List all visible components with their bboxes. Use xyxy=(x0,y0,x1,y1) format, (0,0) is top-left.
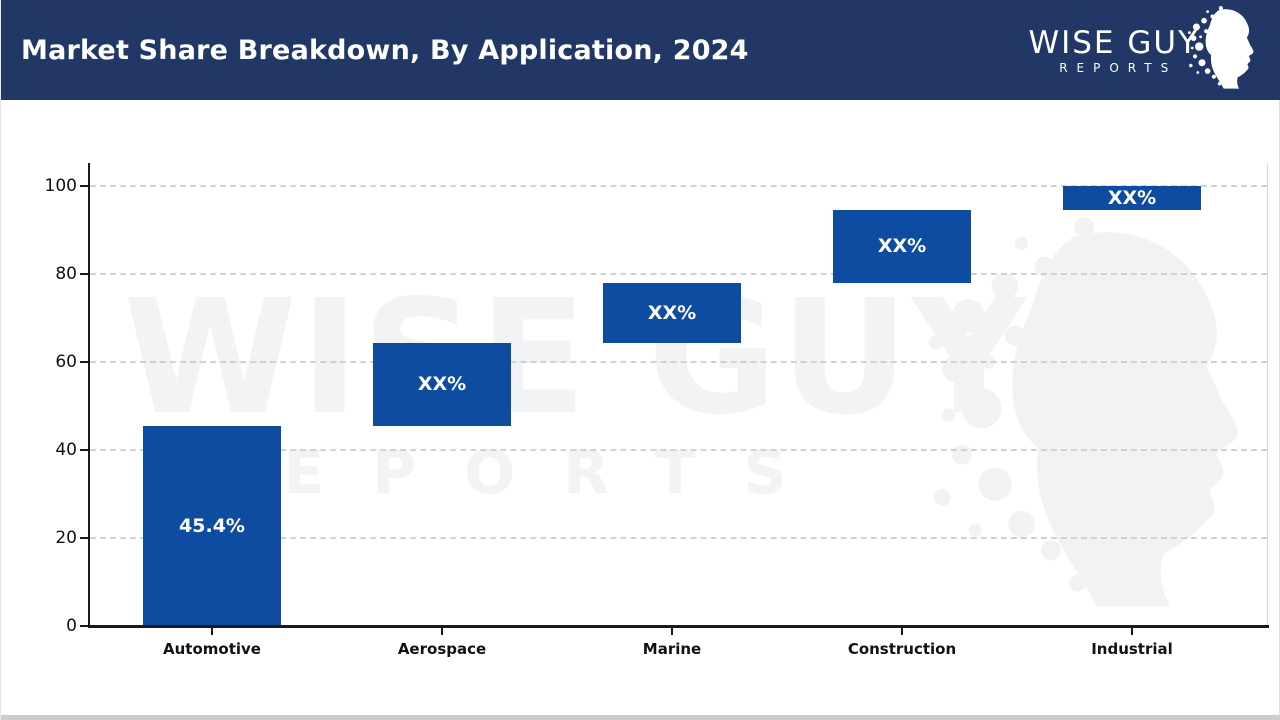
header-bar: Market Share Breakdown, By Application, … xyxy=(1,0,1280,100)
x-axis-line xyxy=(88,625,1269,628)
watermark-head-icon xyxy=(929,217,1238,607)
y-tick-label: 100 xyxy=(44,176,77,196)
bar-value-label: XX% xyxy=(647,301,697,324)
y-tick-label: 0 xyxy=(66,616,77,636)
y-tick-mark xyxy=(80,449,88,451)
y-axis-line xyxy=(88,163,90,627)
y-tick-label: 80 xyxy=(55,264,77,284)
x-tick-mark xyxy=(671,628,673,635)
y-tick-mark xyxy=(80,537,88,539)
category-label-aerospace: Aerospace xyxy=(397,640,487,658)
gridline-40 xyxy=(90,449,1267,451)
y-tick-mark xyxy=(80,185,88,187)
category-label-automotive: Automotive xyxy=(163,640,261,658)
gridline-60 xyxy=(90,361,1267,363)
x-tick-mark xyxy=(1131,628,1133,635)
bar-aerospace[interactable]: XX% xyxy=(373,342,511,427)
gridline-20 xyxy=(90,537,1267,539)
bar-value-label: XX% xyxy=(877,235,927,258)
y-tick-label: 20 xyxy=(55,528,77,548)
wiseguy-logo: WISE GUY REPORTS xyxy=(1028,6,1261,90)
bar-construction[interactable]: XX% xyxy=(833,210,971,283)
x-tick-mark xyxy=(441,628,443,635)
bar-automotive[interactable]: 45.4% xyxy=(143,426,281,626)
x-tick-mark xyxy=(901,628,903,635)
y-tick-mark xyxy=(80,273,88,275)
bar-value-label: XX% xyxy=(417,373,467,396)
bottom-strip xyxy=(1,715,1280,720)
y-tick-mark xyxy=(80,361,88,363)
bar-industrial[interactable]: XX% xyxy=(1063,186,1201,210)
logo-subtext: REPORTS xyxy=(1059,60,1178,75)
watermark-text: WISE GUY xyxy=(123,266,1030,450)
logo-brand-text: WISE GUY xyxy=(1028,24,1199,61)
y-tick-mark xyxy=(80,625,88,627)
y-tick-label: 40 xyxy=(55,440,77,460)
x-tick-mark xyxy=(211,628,213,635)
category-label-construction: Construction xyxy=(847,640,957,658)
gridline-100 xyxy=(90,185,1267,187)
bar-value-label: 45.4% xyxy=(179,515,245,538)
gridline-80 xyxy=(90,273,1267,275)
bar-marine[interactable]: XX% xyxy=(603,282,741,343)
category-label-marine: Marine xyxy=(642,640,702,658)
category-label-industrial: Industrial xyxy=(1091,640,1173,658)
right-spine xyxy=(1267,163,1268,625)
y-tick-label: 60 xyxy=(55,352,77,372)
bar-value-label: XX% xyxy=(1107,186,1157,209)
wiseguy-head-icon xyxy=(1188,6,1254,89)
page-title: Market Share Breakdown, By Application, … xyxy=(21,34,749,66)
